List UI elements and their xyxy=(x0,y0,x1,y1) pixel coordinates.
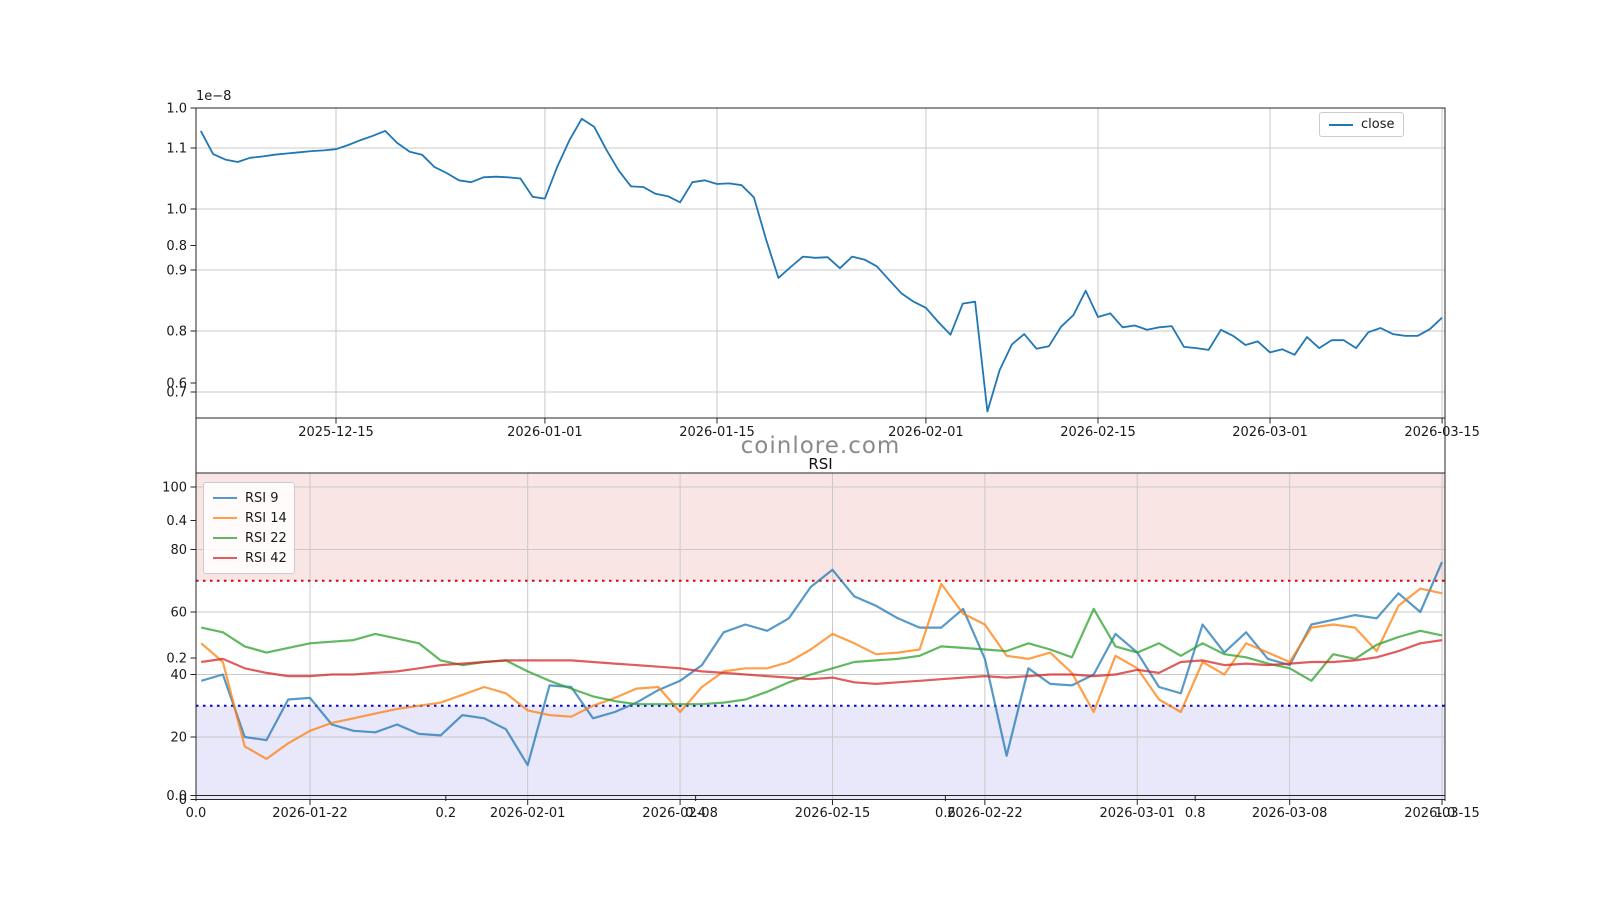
svg-text:0: 0 xyxy=(179,793,187,808)
svg-text:0.0: 0.0 xyxy=(186,806,207,821)
rsi-22-line-sample xyxy=(213,537,237,539)
svg-text:0.8: 0.8 xyxy=(1185,806,1206,821)
svg-text:2026-02-22: 2026-02-22 xyxy=(947,806,1023,821)
svg-text:0.2: 0.2 xyxy=(166,652,187,667)
rsi-14-line-sample xyxy=(213,517,237,519)
legend-label-close: close xyxy=(1361,117,1395,132)
svg-text:20: 20 xyxy=(170,731,187,746)
axes-spines xyxy=(195,107,1446,800)
svg-text:100: 100 xyxy=(162,481,187,496)
overlay-axes-border xyxy=(195,107,1446,796)
svg-text:2026-03-08: 2026-03-08 xyxy=(1252,806,1328,821)
rsi-legend: RSI 9 RSI 14 RSI 22 RSI 42 xyxy=(203,482,295,574)
legend-label-rsi-9: RSI 9 xyxy=(245,490,279,506)
svg-text:40: 40 xyxy=(170,668,187,683)
rsi-9-line-sample xyxy=(213,497,237,499)
svg-text:2026-02-15: 2026-02-15 xyxy=(1060,425,1136,440)
svg-text:2026-03-15: 2026-03-15 xyxy=(1404,425,1480,440)
legend-item-rsi-42: RSI 42 xyxy=(213,548,294,568)
tick-labels: 1.1 1.0 0.9 0.8 0.7 1e−8 2025-12-15 2026-01-01 2… xyxy=(162,89,1480,821)
rsi-threshold-lines xyxy=(196,579,1445,707)
svg-text:80: 80 xyxy=(170,543,187,558)
svg-text:1.0: 1.0 xyxy=(1435,806,1456,821)
svg-text:1.0: 1.0 xyxy=(166,203,187,218)
legend-label-rsi-42: RSI 42 xyxy=(245,550,287,566)
svg-text:0.6: 0.6 xyxy=(166,377,187,392)
svg-text:2026-03-01: 2026-03-01 xyxy=(1099,806,1175,821)
svg-text:2026-02-08: 2026-02-08 xyxy=(642,806,718,821)
svg-text:2026-02-01: 2026-02-01 xyxy=(888,425,964,440)
svg-text:60: 60 xyxy=(170,606,187,621)
legend-item-rsi-14: RSI 14 xyxy=(213,508,294,528)
svg-text:0.4: 0.4 xyxy=(166,514,187,529)
rsi-line-rsi-22 xyxy=(200,607,1443,706)
legend-item-rsi-9: RSI 9 xyxy=(213,488,294,508)
rsi-line-rsi-42 xyxy=(201,639,1443,686)
rsi-line-rsi-14 xyxy=(200,582,1443,761)
legend-item-rsi-22: RSI 22 xyxy=(213,528,294,548)
svg-text:0.9: 0.9 xyxy=(166,264,187,279)
svg-text:0.8: 0.8 xyxy=(166,239,187,254)
svg-text:2025-12-15: 2025-12-15 xyxy=(298,425,374,440)
svg-text:0.6: 0.6 xyxy=(935,806,956,821)
svg-text:0.0: 0.0 xyxy=(166,789,187,804)
svg-text:2026-03-01: 2026-03-01 xyxy=(1232,425,1308,440)
watermark: coinlore.com xyxy=(740,433,901,459)
svg-text:0.7: 0.7 xyxy=(166,386,187,401)
svg-text:1.1: 1.1 xyxy=(166,142,187,157)
svg-text:2026-01-15: 2026-01-15 xyxy=(679,425,755,440)
rsi-line-rsi-9 xyxy=(200,561,1444,767)
rsi-chart-title: RSI xyxy=(808,455,833,473)
rsi-42-line-sample xyxy=(213,557,237,559)
svg-text:0.4: 0.4 xyxy=(685,806,706,821)
close-line-sample xyxy=(1329,123,1353,126)
legend-label-rsi-14: RSI 14 xyxy=(245,510,287,526)
svg-text:2026-01-01: 2026-01-01 xyxy=(507,425,583,440)
svg-text:1e−8: 1e−8 xyxy=(196,89,231,104)
price-axes-border xyxy=(195,107,1446,419)
svg-text:2026-01-22: 2026-01-22 xyxy=(272,806,348,821)
gridlines xyxy=(196,108,1445,800)
price-legend: close xyxy=(1319,112,1404,137)
svg-text:0.2: 0.2 xyxy=(435,806,456,821)
legend-label-rsi-22: RSI 22 xyxy=(245,530,287,546)
svg-text:2026-02-15: 2026-02-15 xyxy=(795,806,871,821)
oversold-zone xyxy=(196,705,1445,800)
svg-text:1.0: 1.0 xyxy=(166,102,187,117)
svg-text:2026-02-01: 2026-02-01 xyxy=(490,806,566,821)
rsi-zones xyxy=(196,473,1445,800)
svg-text:0.8: 0.8 xyxy=(166,325,187,340)
svg-text:2026-03-15: 2026-03-15 xyxy=(1404,806,1480,821)
close-line xyxy=(200,117,1443,413)
overbought-zone xyxy=(196,473,1445,581)
